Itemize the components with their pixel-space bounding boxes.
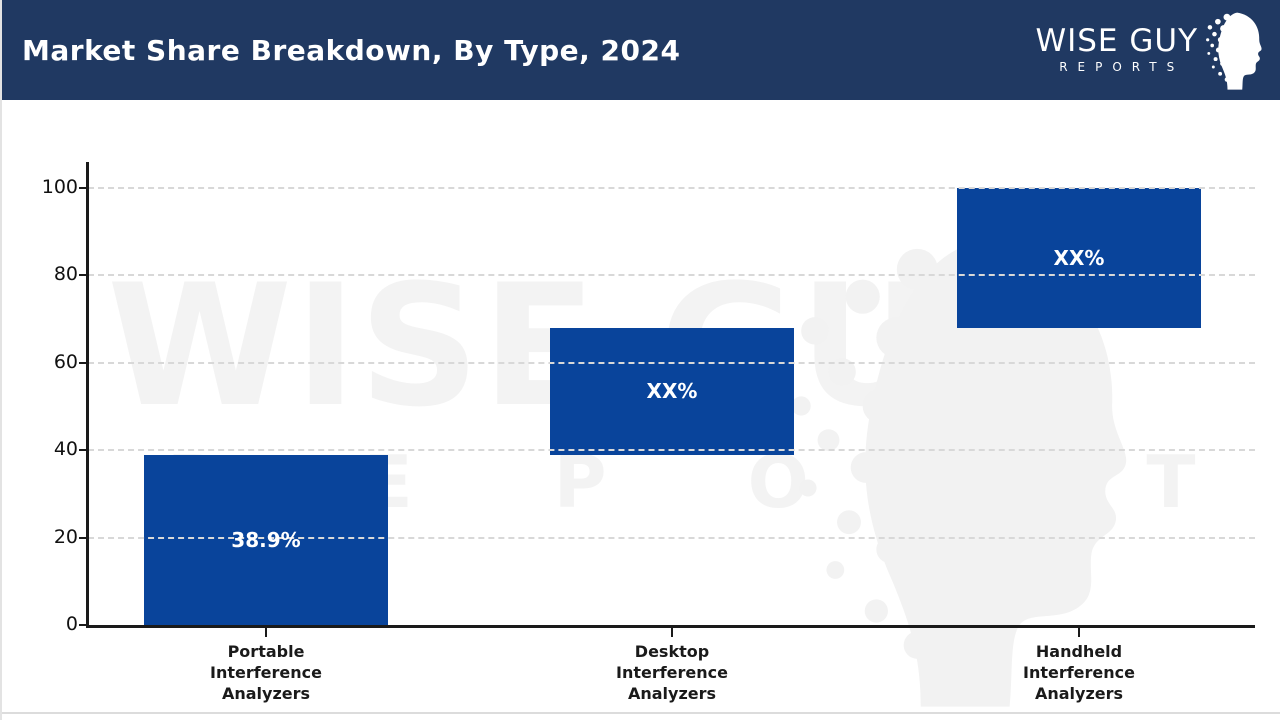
y-axis-tick-label: 100	[41, 176, 78, 198]
gridline	[88, 361, 1255, 364]
x-axis-tick	[265, 628, 267, 637]
x-category-label: Portable Interference Analyzers	[209, 642, 322, 704]
bar-value-label: XX%	[1053, 245, 1105, 270]
wise-guy-reports-logo: WISE GUY REPORTS	[1035, 7, 1280, 93]
bar-segment	[957, 188, 1201, 328]
logo-text: WISE GUY REPORTS	[1035, 23, 1198, 75]
logo-subtitle: REPORTS	[1059, 60, 1185, 74]
bar-value-label: 38.9%	[231, 528, 301, 552]
x-category-label: Handheld Interference Analyzers	[1022, 642, 1135, 704]
gridline	[88, 187, 1255, 189]
bar-segment	[550, 327, 794, 455]
x-axis-tick	[1078, 628, 1080, 637]
header-bar: Market Share Breakdown, By Type, 2024 WI…	[2, 0, 1280, 100]
y-axis-tick-label: 80	[53, 263, 78, 286]
face-profile-icon	[1206, 12, 1262, 90]
y-axis-tick-label: 0	[65, 613, 78, 635]
x-axis-tick	[671, 628, 673, 637]
y-axis-tick	[79, 274, 88, 277]
gridline	[88, 274, 1255, 277]
y-axis-tick-label: 20	[53, 525, 78, 548]
y-axis-line	[86, 162, 89, 628]
y-axis-tick-label: 60	[53, 350, 78, 373]
y-axis-tick	[79, 187, 88, 189]
y-axis-tick-label: 40	[53, 438, 78, 461]
y-axis-tick	[79, 624, 88, 626]
x-axis-line	[86, 625, 1255, 628]
x-category-label: Desktop Interference Analyzers	[615, 642, 728, 704]
bar-segment	[144, 455, 388, 625]
watermark-face-icon	[791, 242, 1127, 707]
bar-value-label: XX%	[646, 379, 698, 404]
y-axis-tick	[79, 361, 88, 364]
gridline	[88, 449, 1255, 452]
y-axis-tick	[79, 536, 88, 539]
footer-divider	[2, 712, 1280, 714]
gridline	[88, 536, 1255, 539]
y-axis-tick	[79, 449, 88, 452]
logo-wordmark: WISE GUY	[1035, 23, 1198, 59]
page-title: Market Share Breakdown, By Type, 2024	[22, 33, 681, 67]
